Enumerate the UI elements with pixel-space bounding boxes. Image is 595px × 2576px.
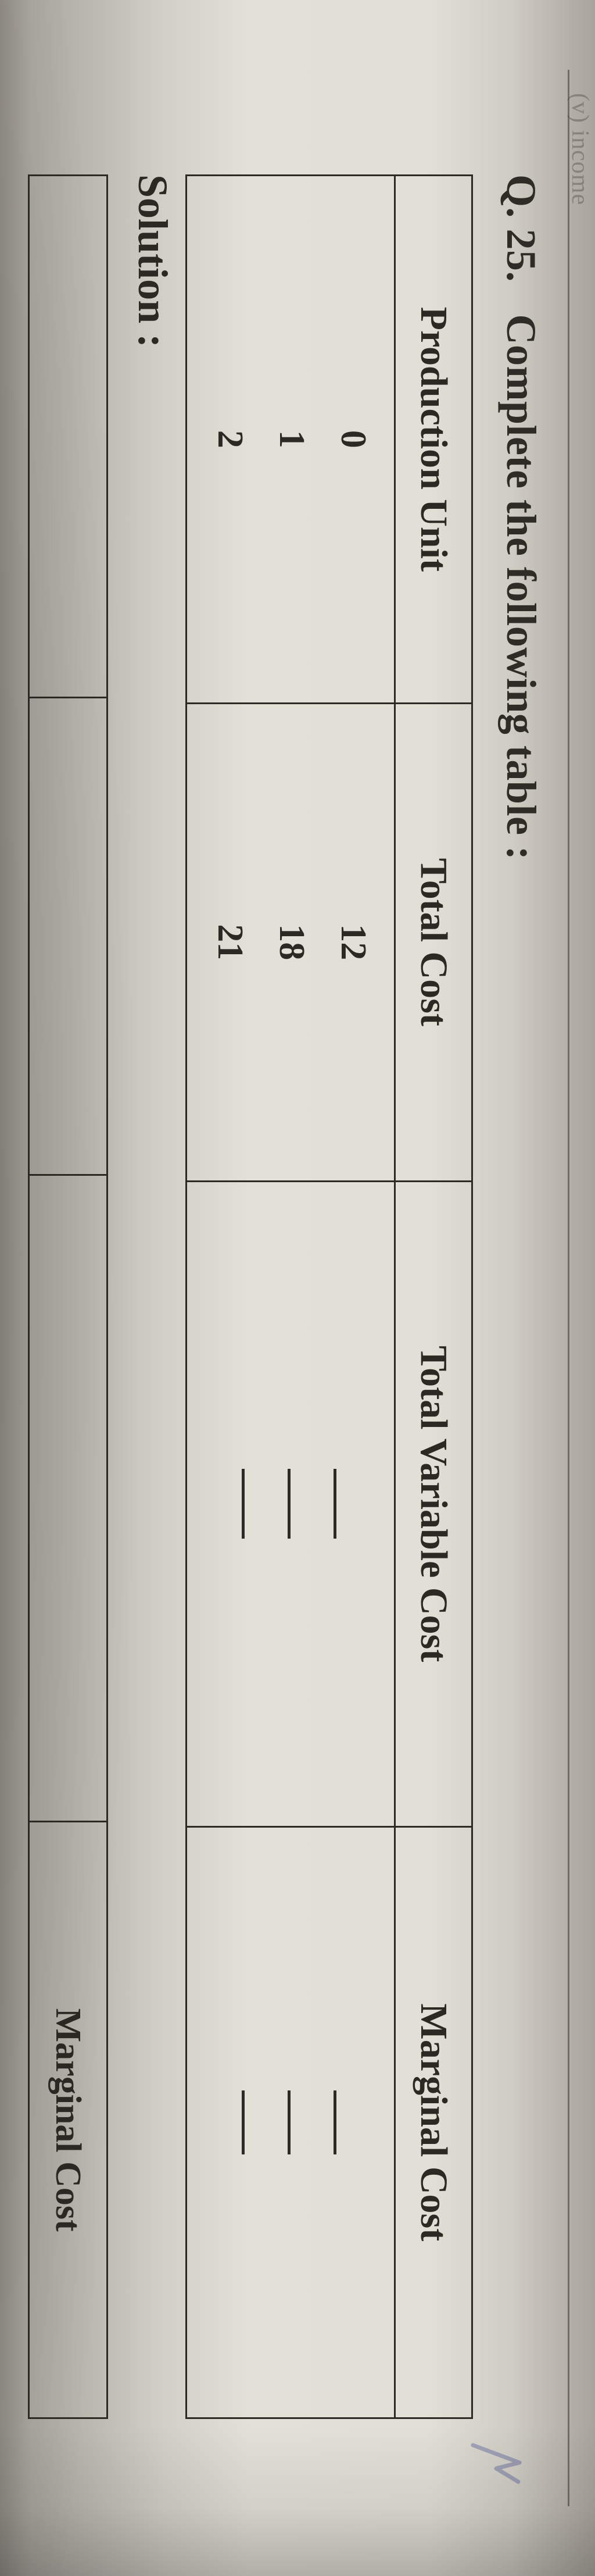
sol-col-4-marginal-cost: Marginal Cost	[29, 1822, 107, 2418]
sol-col-2	[29, 698, 107, 1175]
prod-1: 1	[264, 430, 320, 448]
col-header-marginal-cost: Marginal Cost	[395, 1826, 472, 2418]
cell-total-variable-cost	[186, 1181, 395, 1826]
blank-dash	[334, 1469, 336, 1539]
cell-total-cost: 12 18 21	[186, 703, 395, 1181]
question-table: Production Unit Total Cost Total Variabl…	[185, 174, 473, 2419]
solution-table: Marginal Cost	[28, 174, 108, 2419]
table-header-row: Marginal Cost	[29, 176, 107, 2418]
pen-mark	[461, 2436, 531, 2489]
rotated-content: (v) income Q. 25. Complete the following…	[0, 0, 595, 2576]
question-heading: Q. 25. Complete the following table :	[497, 174, 545, 860]
sol-col-1	[29, 176, 107, 698]
sol-col-3	[29, 1175, 107, 1821]
previous-line-fragment: (v) income	[569, 93, 594, 205]
col-header-total-cost: Total Cost	[395, 703, 472, 1181]
question-prompt: Complete the following table :	[498, 315, 544, 861]
cell-marginal-cost	[186, 1826, 395, 2418]
table-header-row: Production Unit Total Cost Total Variabl…	[395, 176, 472, 2418]
blank-dash	[242, 1469, 245, 1539]
page-divider-top	[568, 70, 569, 2506]
page-root: (v) income Q. 25. Complete the following…	[0, 0, 595, 2576]
tc-0: 12	[325, 924, 381, 960]
col-header-production-unit: Production Unit	[395, 176, 472, 704]
table-data-row: 0 1 2 12 18 21	[186, 176, 395, 2418]
col-header-total-variable-cost: Total Variable Cost	[395, 1181, 472, 1826]
question-number: Q. 25.	[498, 174, 544, 282]
tc-2: 21	[202, 924, 258, 960]
blank-dash	[242, 2090, 245, 2154]
prod-0: 0	[325, 430, 381, 448]
blank-dash	[334, 2090, 336, 2154]
blank-dash	[288, 1469, 291, 1539]
prod-2: 2	[202, 430, 258, 448]
solution-heading: Solution :	[128, 174, 177, 348]
blank-dash	[288, 2090, 291, 2154]
cell-production-units: 0 1 2	[186, 176, 395, 704]
tc-1: 18	[264, 924, 320, 960]
